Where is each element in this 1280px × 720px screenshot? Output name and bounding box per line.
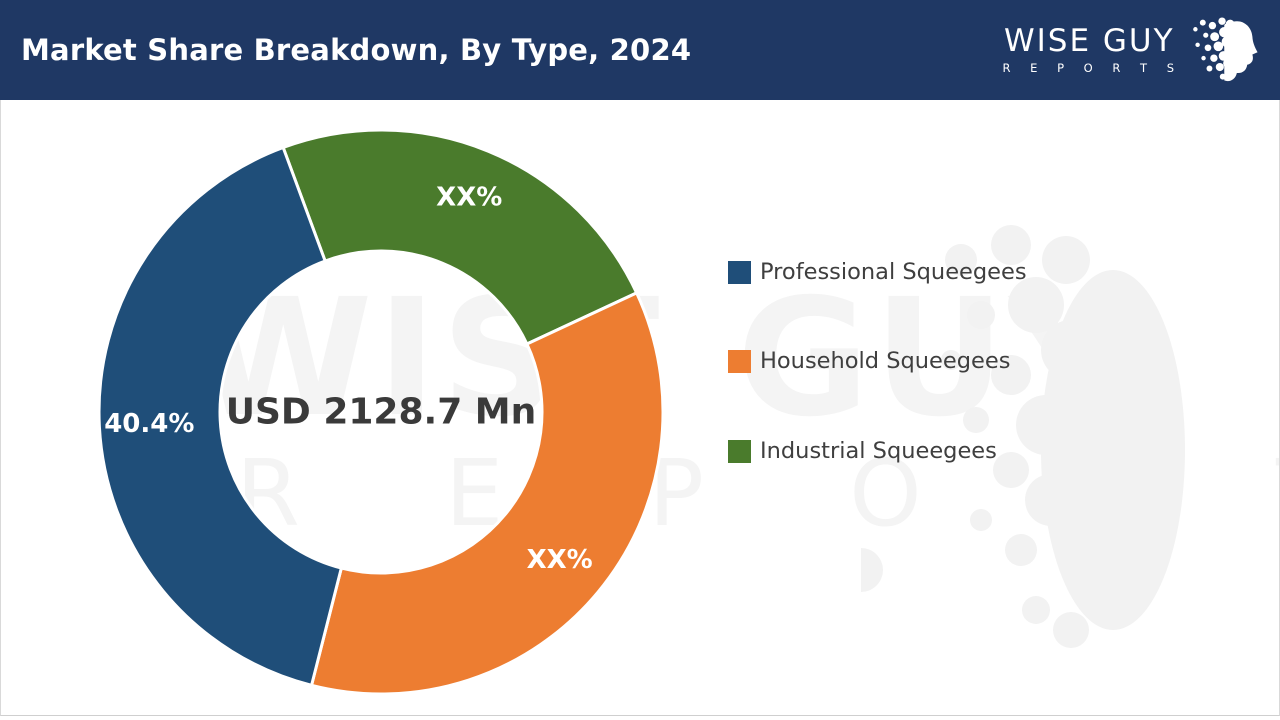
- segment-label-professional: 40.4%: [104, 409, 194, 439]
- donut-chart: XX% XX% 40.4%: [97, 128, 665, 696]
- segment-label-household: XX%: [527, 545, 593, 575]
- legend-item-household: Household Squeegees: [728, 348, 1010, 374]
- segment-label-industrial: XX%: [436, 182, 502, 212]
- logo-wordmark: WISE GUY R E P O R T S: [997, 25, 1183, 75]
- logo-subtitle-text: R E P O R T S: [1002, 60, 1182, 75]
- legend-label-household: Household Squeegees: [760, 348, 1011, 374]
- legend-label-professional: Professional Squeegees: [760, 259, 1027, 285]
- page-title: Market Share Breakdown, By Type, 2024: [21, 33, 692, 67]
- legend-swatch-household: [728, 349, 751, 373]
- content-area: WISE GUY R E P O R T S XX%XX%40.4% USD 2…: [0, 100, 1280, 716]
- legend-swatch-professional: [728, 260, 751, 284]
- legend-swatch-industrial: [728, 439, 751, 463]
- logo-title-text: WISE GUY: [1003, 23, 1175, 60]
- donut-center-value: USD 2128.7 Mn: [225, 391, 537, 433]
- logo: WISE GUY R E P O R T S: [997, 8, 1263, 92]
- donut-segment-household: [310, 291, 665, 696]
- legend-item-professional: Professional Squeegees: [728, 259, 1027, 285]
- header: Market Share Breakdown, By Type, 2024 WI…: [0, 0, 1280, 100]
- donut-segment-industrial: [281, 128, 639, 346]
- legend-item-industrial: Industrial Squeegees: [728, 438, 997, 464]
- logo-face-icon: [1193, 17, 1258, 82]
- donut-segment-professional: [97, 146, 343, 687]
- legend: Professional Squeegees Household Squeege…: [1, 100, 1279, 715]
- legend-label-industrial: Industrial Squeegees: [760, 438, 997, 464]
